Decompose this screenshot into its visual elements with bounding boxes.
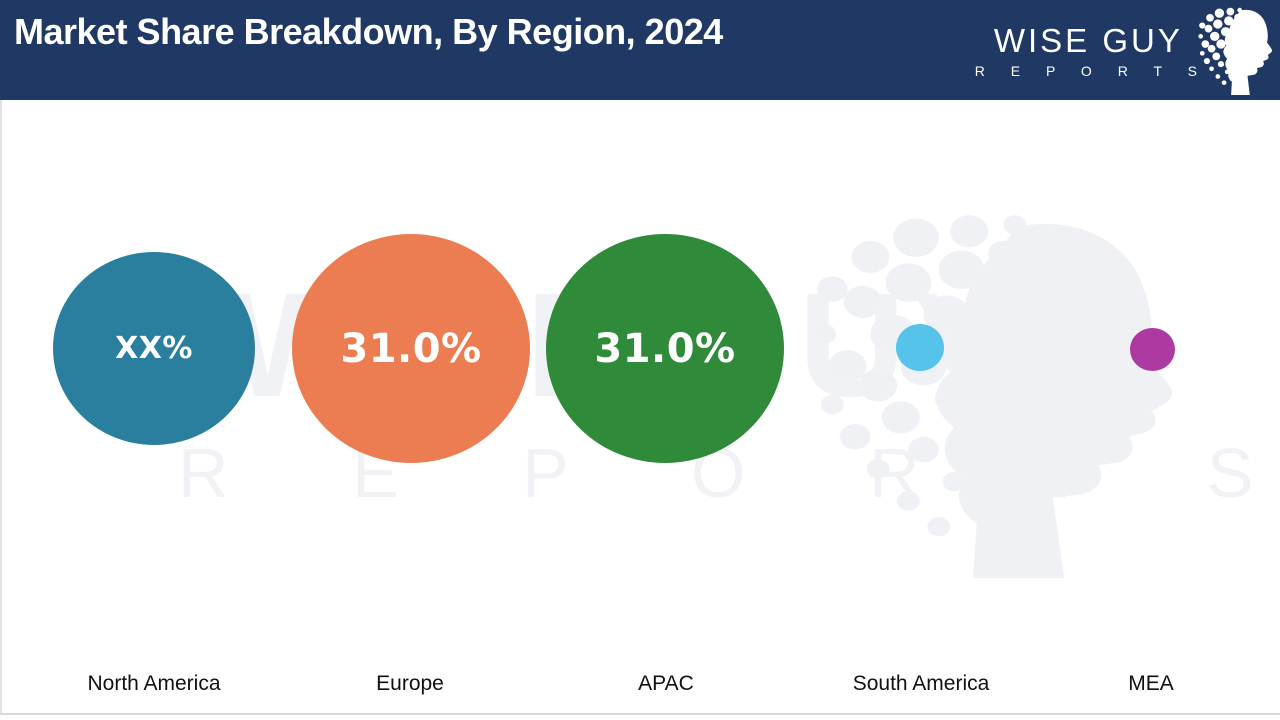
bubble-mea [1130, 328, 1175, 371]
bubble-value-apac: 31.0% [594, 325, 736, 372]
brand-subtitle: R E P O R T S [974, 63, 1208, 79]
category-label-apac: APAC [638, 672, 694, 695]
brand-name: WISE GUY [993, 22, 1183, 59]
header: Market Share Breakdown, By Region, 2024 … [0, 0, 1280, 100]
bubble-north-america: XX% [53, 252, 255, 445]
page-title: Market Share Breakdown, By Region, 2024 [14, 11, 723, 52]
bubble-value-europe: 31.0% [340, 325, 482, 372]
bubble-south-america [896, 324, 944, 371]
bubble-value-north-america: XX% [115, 331, 193, 366]
brand-logo: WISE GUY R E P O R T S [969, 22, 1208, 79]
bottom-divider [0, 713, 1280, 715]
watermark-head-icon [813, 215, 1173, 578]
category-label-mea: MEA [1128, 672, 1174, 695]
category-label-north-america: North America [87, 672, 221, 695]
watermark-text-secondary: R E P O R T S [178, 434, 1280, 512]
category-label-south-america: South America [852, 672, 990, 695]
left-edge-divider [0, 100, 2, 713]
brand-head-icon [1198, 7, 1272, 95]
bubble-europe: 31.0% [292, 234, 530, 463]
bubble-apac: 31.0% [546, 234, 784, 463]
category-label-europe: Europe [376, 672, 444, 695]
